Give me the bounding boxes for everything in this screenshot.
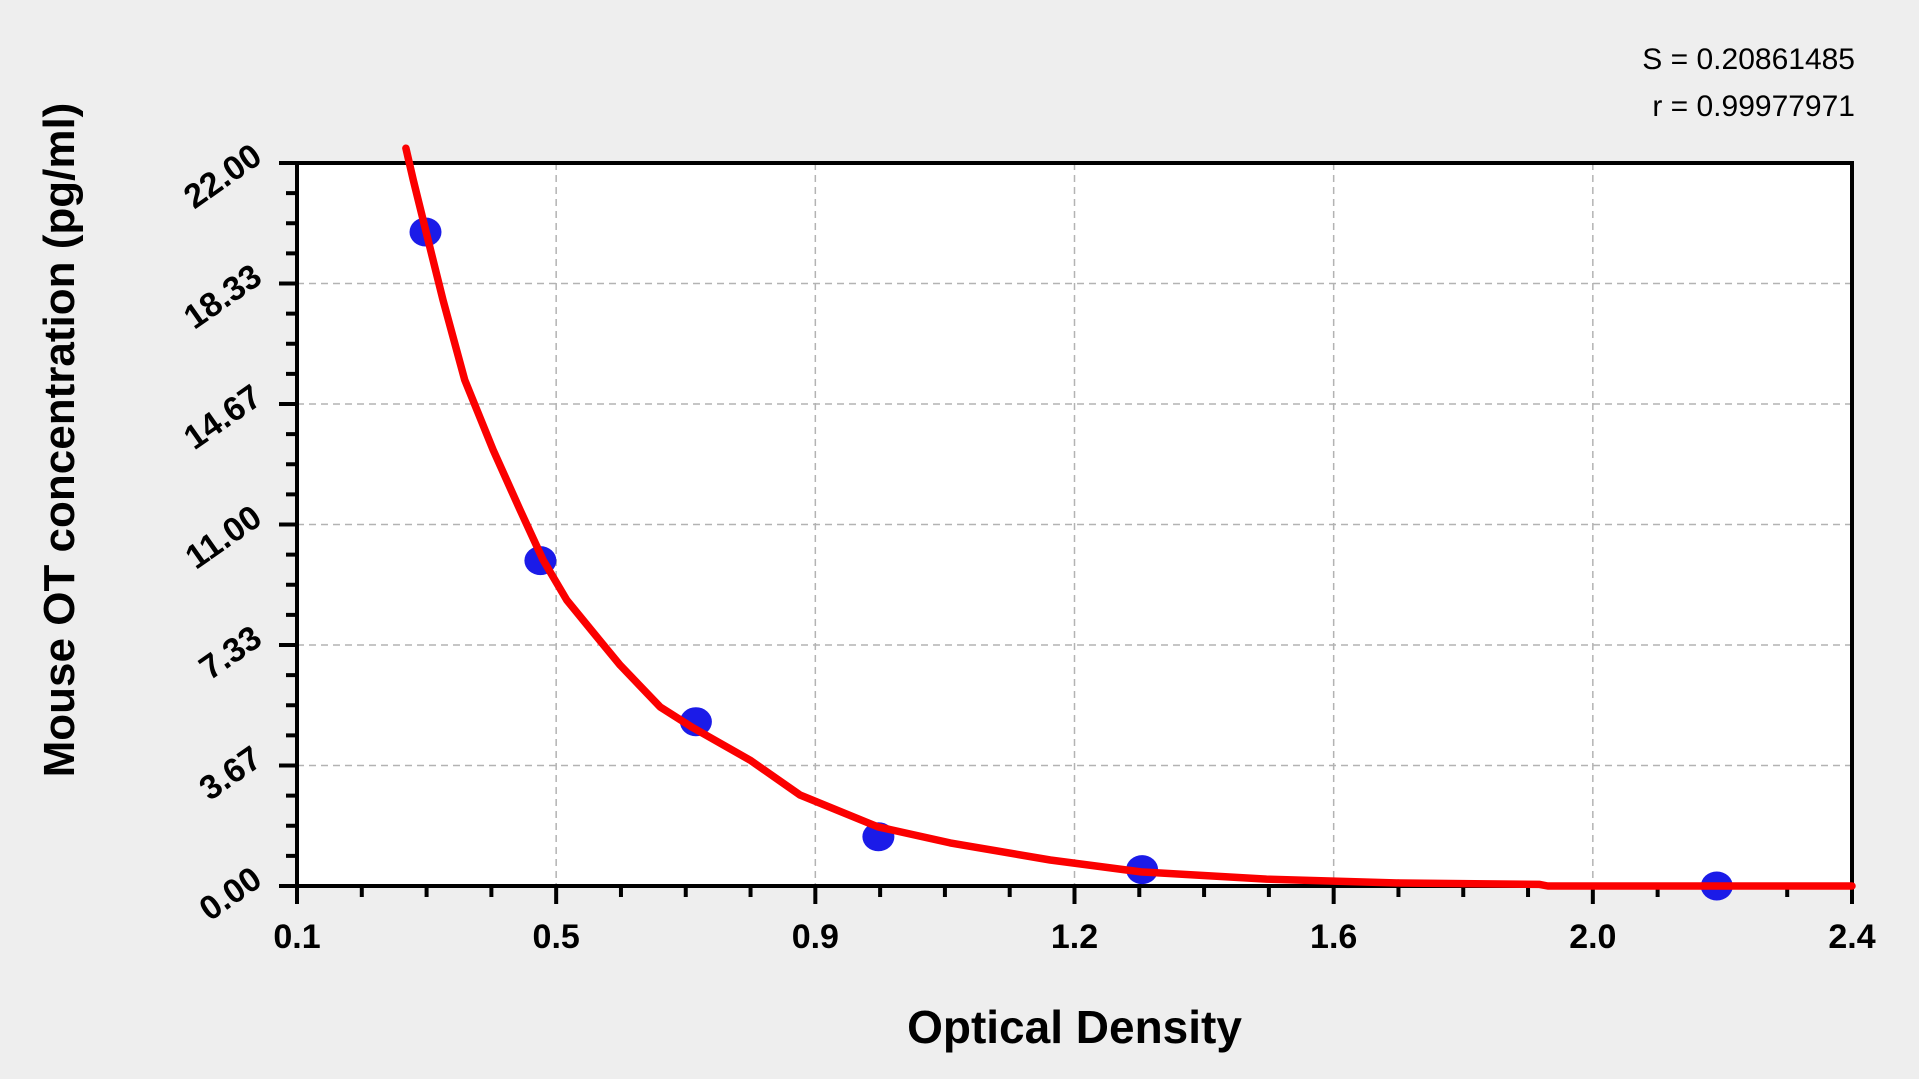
s-statistic: S = 0.20861485 <box>1642 43 1855 76</box>
y-tick-label: 11.00 <box>179 498 269 577</box>
x-tick-label: 0.1 <box>273 918 320 956</box>
r-statistic: r = 0.99977971 <box>1652 90 1855 123</box>
x-tick-label: 1.6 <box>1310 918 1357 956</box>
y-tick-label: 0.00 <box>193 859 269 928</box>
x-tick-label: 2.0 <box>1569 918 1616 956</box>
x-tick-label: 2.4 <box>1828 918 1875 956</box>
y-tick-label: 3.67 <box>193 739 269 808</box>
fitted-curve <box>402 144 1856 890</box>
x-tick-label: 0.9 <box>792 918 839 956</box>
fit-statistics: S = 0.20861485 r = 0.99977971 <box>1642 36 1855 130</box>
x-axis-title: Optical Density <box>907 1001 1242 1053</box>
y-tick-label: 7.33 <box>193 618 269 687</box>
y-tick-label: 14.67 <box>177 377 269 457</box>
x-tick-label: 1.2 <box>1051 918 1098 956</box>
y-tick-label: 18.33 <box>177 257 269 337</box>
x-tick-label: 0.5 <box>533 918 580 956</box>
y-tick-label: 22.00 <box>177 136 269 216</box>
